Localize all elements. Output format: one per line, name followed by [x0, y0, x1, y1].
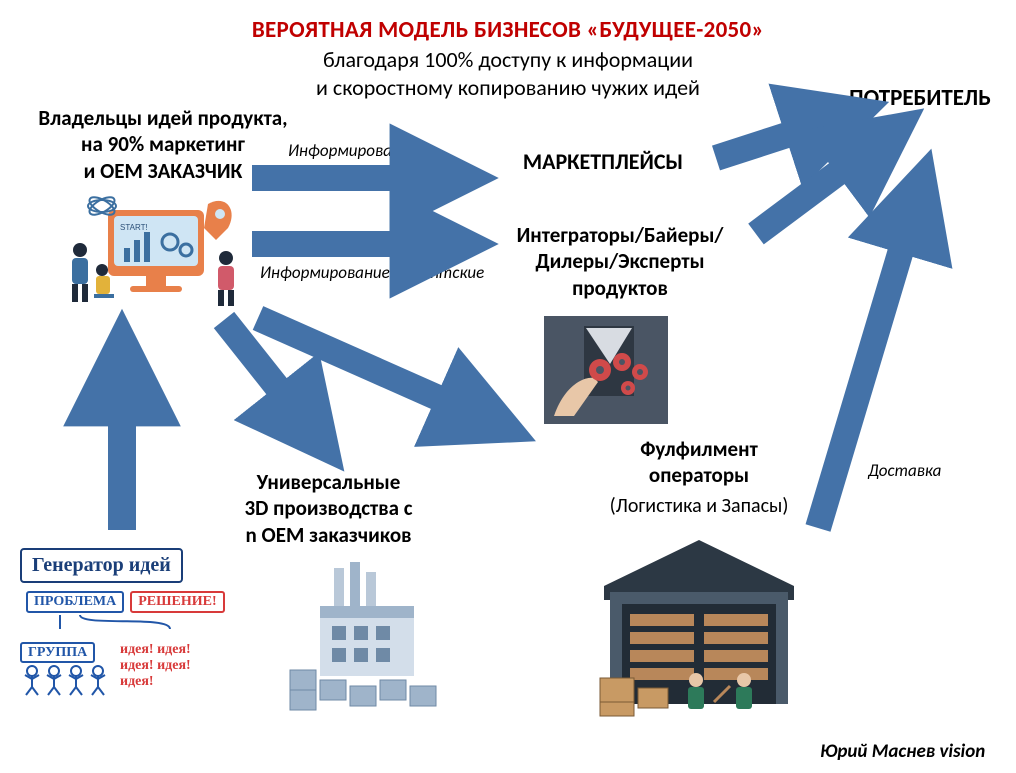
idea-word-3: идея!: [120, 658, 154, 673]
idea-gen-title-box: Генератор идей: [20, 548, 183, 583]
illus-idea-generator: Генератор идей ПРОБЛЕМА РЕШЕНИЕ! ГРУППА …: [20, 548, 230, 720]
node-integrators-l2: Дилеры/Эксперты: [535, 248, 704, 274]
edge-label-delivery: Доставка: [868, 460, 941, 481]
node-fulfillment: Фулфилмент операторы: [604, 436, 794, 489]
idea-gen-solution: РЕШЕНИЕ!: [130, 591, 224, 613]
node-marketplaces: МАРКЕТПЛЕЙСЫ: [498, 148, 708, 176]
node-fulfillment-l2: операторы: [649, 462, 749, 488]
node-owners-line2: на 90% маркетинг: [81, 131, 245, 157]
idea-gen-connector: [20, 613, 220, 637]
node-owners: Владельцы идей продукта, на 90% маркетин…: [18, 105, 308, 184]
arrow-owners-fulfillment: [258, 318, 506, 428]
subtitle-1: благодаря 100% доступу к информации: [0, 46, 1016, 73]
node-production: Универсальные 3D производства с n ОЕМ за…: [216, 469, 441, 548]
idea-gen-problem: ПРОБЛЕМА: [26, 591, 124, 613]
stick-people-icon: [20, 663, 112, 697]
credit: Юрий Маснев vision: [820, 740, 985, 763]
illus-touch-gears: [544, 316, 668, 424]
node-owners-line3: и ОЕМ ЗАКАЗЧИК: [84, 158, 243, 184]
node-fulfillment-l1: Фулфилмент: [640, 436, 758, 462]
edge-label-inform1: Информирование: [288, 140, 418, 161]
node-integrators-l1: Интеграторы/Байеры/: [517, 222, 724, 248]
idea-word-2: идея!: [157, 642, 191, 657]
node-production-l2: 3D производства с: [244, 495, 412, 521]
idea-word-4: идея!: [157, 658, 191, 673]
illus-startup: START!: [58, 192, 254, 312]
idea-gen-group: ГРУППА: [20, 642, 95, 663]
idea-gen-title: Генератор идей: [32, 554, 171, 576]
node-integrators: Интеграторы/Байеры/ Дилеры/Эксперты прод…: [490, 222, 750, 301]
node-integrators-l3: продуктов: [572, 275, 668, 301]
illus-warehouse: [584, 530, 814, 720]
svg-text:START!: START!: [120, 223, 148, 232]
illus-factory: [280, 562, 450, 712]
node-production-l3: n ОЕМ заказчиков: [246, 522, 412, 548]
title-main: ВЕРОЯТНАЯ МОДЕЛЬ БИЗНЕСОВ «БУДУЩЕЕ-2050»: [0, 16, 1016, 44]
arrow-marketplaces-consumer: [716, 112, 858, 158]
edge-label-inform2: Информирование и агентские: [260, 262, 484, 283]
node-production-l1: Универсальные: [257, 469, 401, 495]
node-owners-line1: Владельцы идей продукта,: [38, 105, 287, 131]
node-fulfillment-sub: (Логистика и Запасы): [584, 494, 814, 518]
arrow-integrators-consumer: [756, 128, 898, 234]
arrow-owners-production: [224, 320, 324, 446]
node-consumer: ПОТРЕБИТЕЛЬ: [825, 84, 1015, 113]
idea-word-5: идея!: [120, 674, 154, 689]
idea-word-1: идея!: [120, 642, 154, 657]
